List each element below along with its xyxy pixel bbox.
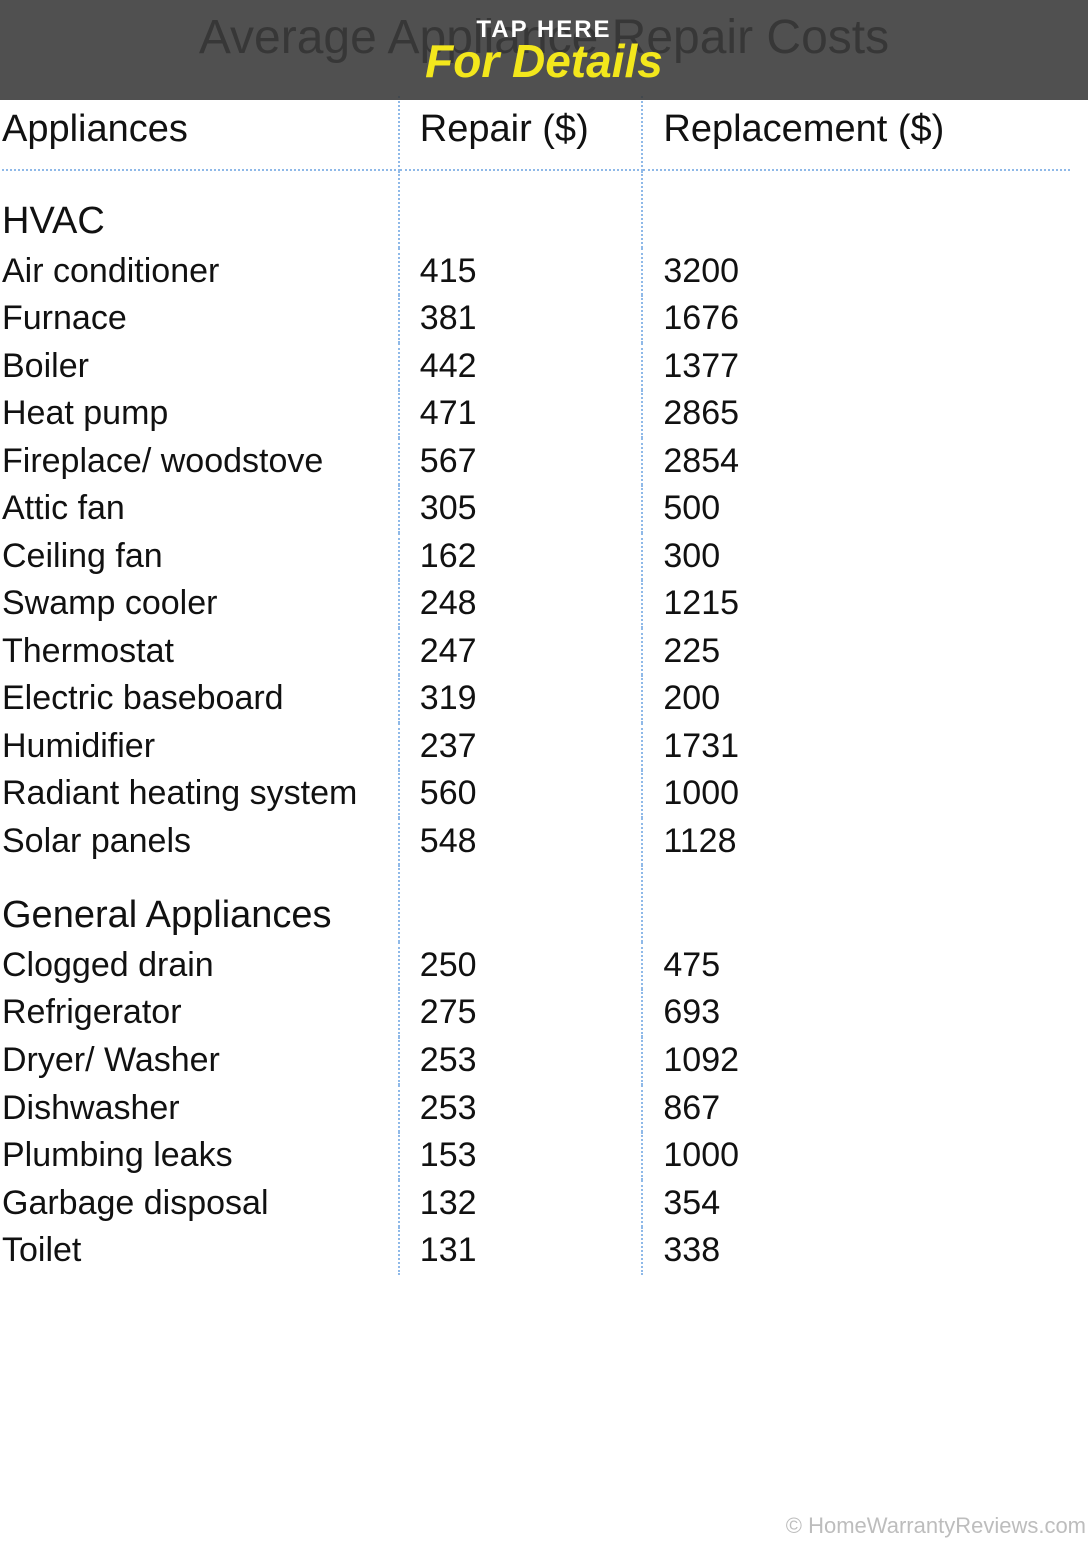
col-header-replacement: Replacement ($) <box>642 96 1070 170</box>
repair-cost: 253 <box>399 1085 643 1133</box>
table-row: Clogged drain250475 <box>0 942 1070 990</box>
section-name: HVAC <box>0 170 399 248</box>
table-row: Swamp cooler2481215 <box>0 580 1070 628</box>
table-row: Thermostat247225 <box>0 628 1070 676</box>
table-row: Radiant heating system5601000 <box>0 770 1070 818</box>
replacement-cost: 693 <box>642 989 1070 1037</box>
appliance-name: Toilet <box>0 1227 399 1275</box>
replacement-cost: 500 <box>642 485 1070 533</box>
table-row: Dishwasher253867 <box>0 1085 1070 1133</box>
replacement-cost: 200 <box>642 675 1070 723</box>
table-row: Electric baseboard319200 <box>0 675 1070 723</box>
repair-cost: 442 <box>399 343 643 391</box>
col-header-appliances: Appliances <box>0 96 399 170</box>
table-row: Air conditioner4153200 <box>0 248 1070 296</box>
replacement-cost: 1676 <box>642 295 1070 343</box>
appliance-name: Attic fan <box>0 485 399 533</box>
table-row: Attic fan305500 <box>0 485 1070 533</box>
appliance-name: Swamp cooler <box>0 580 399 628</box>
repair-cost: 153 <box>399 1132 643 1180</box>
appliance-name: Heat pump <box>0 390 399 438</box>
section-name: General Appliances <box>0 865 399 942</box>
table-section-header: General Appliances <box>0 865 1070 942</box>
repair-cost: 132 <box>399 1180 643 1228</box>
replacement-cost: 1215 <box>642 580 1070 628</box>
appliance-name: Solar panels <box>0 818 399 866</box>
repair-cost: 275 <box>399 989 643 1037</box>
repair-cost: 305 <box>399 485 643 533</box>
repair-cost: 247 <box>399 628 643 676</box>
repair-cost: 567 <box>399 438 643 486</box>
appliance-name: Clogged drain <box>0 942 399 990</box>
replacement-cost: 354 <box>642 1180 1070 1228</box>
table-header-row: Appliances Repair ($) Replacement ($) <box>0 96 1070 170</box>
repair-cost: 381 <box>399 295 643 343</box>
replacement-cost: 1092 <box>642 1037 1070 1085</box>
appliance-name: Garbage disposal <box>0 1180 399 1228</box>
table-row: Plumbing leaks1531000 <box>0 1132 1070 1180</box>
repair-cost: 237 <box>399 723 643 771</box>
appliance-name: Fireplace/ woodstove <box>0 438 399 486</box>
appliance-name: Ceiling fan <box>0 533 399 581</box>
repair-cost: 162 <box>399 533 643 581</box>
table-row: Furnace3811676 <box>0 295 1070 343</box>
appliance-name: Radiant heating system <box>0 770 399 818</box>
table-row: Fireplace/ woodstove5672854 <box>0 438 1070 486</box>
appliance-name: Furnace <box>0 295 399 343</box>
repair-cost: 253 <box>399 1037 643 1085</box>
replacement-cost: 1731 <box>642 723 1070 771</box>
table-row: Garbage disposal132354 <box>0 1180 1070 1228</box>
cta-overlay[interactable]: TAP HERE For Details <box>0 0 1088 100</box>
repair-cost: 250 <box>399 942 643 990</box>
appliance-name: Plumbing leaks <box>0 1132 399 1180</box>
appliance-name: Electric baseboard <box>0 675 399 723</box>
replacement-cost: 867 <box>642 1085 1070 1133</box>
table-section-header: HVAC <box>0 170 1070 248</box>
table-row: Heat pump4712865 <box>0 390 1070 438</box>
appliance-name: Refrigerator <box>0 989 399 1037</box>
repair-cost: 560 <box>399 770 643 818</box>
table-row: Ceiling fan162300 <box>0 533 1070 581</box>
table-row: Toilet131338 <box>0 1227 1070 1275</box>
replacement-cost: 338 <box>642 1227 1070 1275</box>
appliance-name: Thermostat <box>0 628 399 676</box>
replacement-cost: 1377 <box>642 343 1070 391</box>
table-row: Refrigerator275693 <box>0 989 1070 1037</box>
replacement-cost: 1000 <box>642 1132 1070 1180</box>
appliance-name: Air conditioner <box>0 248 399 296</box>
replacement-cost: 2865 <box>642 390 1070 438</box>
replacement-cost: 300 <box>642 533 1070 581</box>
replacement-cost: 3200 <box>642 248 1070 296</box>
for-details-label: For Details <box>425 38 663 84</box>
appliance-name: Dryer/ Washer <box>0 1037 399 1085</box>
repair-cost: 131 <box>399 1227 643 1275</box>
footer-credit: © HomeWarrantyReviews.com <box>786 1513 1086 1539</box>
appliance-name: Boiler <box>0 343 399 391</box>
replacement-cost: 225 <box>642 628 1070 676</box>
repair-cost: 248 <box>399 580 643 628</box>
appliance-name: Dishwasher <box>0 1085 399 1133</box>
cost-table: Appliances Repair ($) Replacement ($) HV… <box>0 96 1070 1275</box>
table-row: Boiler4421377 <box>0 343 1070 391</box>
table-row: Dryer/ Washer2531092 <box>0 1037 1070 1085</box>
repair-cost: 548 <box>399 818 643 866</box>
replacement-cost: 1000 <box>642 770 1070 818</box>
replacement-cost: 2854 <box>642 438 1070 486</box>
col-header-repair: Repair ($) <box>399 96 643 170</box>
replacement-cost: 1128 <box>642 818 1070 866</box>
table-row: Solar panels5481128 <box>0 818 1070 866</box>
repair-cost: 415 <box>399 248 643 296</box>
appliance-name: Humidifier <box>0 723 399 771</box>
repair-cost: 471 <box>399 390 643 438</box>
repair-cost: 319 <box>399 675 643 723</box>
table-row: Humidifier2371731 <box>0 723 1070 771</box>
replacement-cost: 475 <box>642 942 1070 990</box>
